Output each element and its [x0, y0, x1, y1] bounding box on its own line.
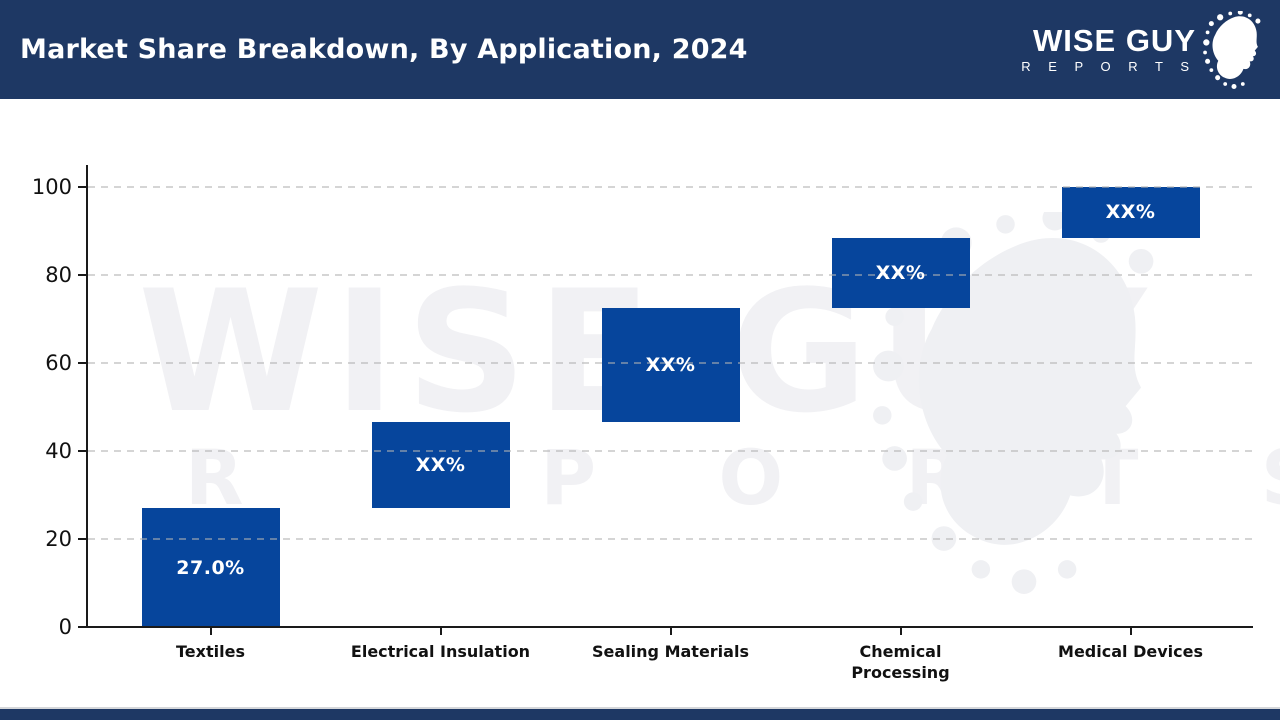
gridline	[88, 274, 1253, 276]
y-tick-mark	[78, 450, 87, 452]
y-tick-label: 40	[45, 439, 72, 463]
bar-value-label: XX%	[415, 454, 466, 477]
chart-title: Market Share Breakdown, By Application, …	[20, 34, 748, 65]
bar-segment: XX%	[601, 308, 740, 423]
x-tick-mark	[439, 628, 442, 635]
gridline	[88, 450, 1253, 452]
bar-segment: XX%	[371, 422, 510, 509]
y-tick-label: 100	[31, 175, 72, 199]
bar-segment: XX%	[831, 237, 970, 308]
wiseguy-head-logo-icon	[1202, 11, 1266, 89]
x-tick-mark	[1129, 628, 1132, 635]
bar-value-label: XX%	[1105, 201, 1156, 224]
y-tick-mark	[78, 538, 87, 540]
x-tick-mark	[669, 628, 672, 635]
y-tick-mark	[78, 626, 87, 628]
y-tick-mark	[78, 186, 87, 188]
y-tick-label: 80	[45, 263, 72, 287]
category-label: Medical Devices	[1058, 642, 1203, 661]
category-label: Electrical Insulation	[350, 642, 531, 661]
brand-subname: R E P O R T S	[1021, 59, 1196, 74]
x-axis-line	[86, 626, 1253, 628]
x-tick-mark	[209, 628, 212, 635]
gridline	[88, 538, 1253, 540]
x-tick-mark	[899, 628, 902, 635]
category-label: Sealing Materials	[592, 642, 749, 661]
y-tick-label: 60	[45, 351, 72, 375]
y-tick-mark	[78, 362, 87, 364]
plot-region: 0 20 40 60 80 100 27.0% Textiles XX% Electrical I…	[0, 99, 1280, 709]
y-tick-label: 0	[58, 615, 72, 639]
y-tick-mark	[78, 274, 87, 276]
brand-name: WISE GUY	[1032, 23, 1196, 58]
brand-logo: WISE GUY R E P O R T S	[1021, 11, 1266, 89]
y-tick-label: 20	[45, 527, 72, 551]
gridline	[88, 186, 1253, 188]
category-label: Textiles	[176, 642, 245, 661]
y-axis-line	[86, 165, 88, 627]
bar-value-label: XX%	[875, 261, 926, 284]
bar-value-label: XX%	[645, 354, 696, 377]
bar-segment: 27.0%	[141, 508, 280, 627]
gridline	[88, 362, 1253, 364]
header-bar: Market Share Breakdown, By Application, …	[0, 0, 1280, 99]
brand-text: WISE GUY R E P O R T S	[1021, 23, 1196, 75]
bar-value-label: 27.0%	[176, 556, 245, 579]
bar-segment: XX%	[1061, 187, 1200, 238]
footer-bar	[0, 707, 1280, 720]
category-label: Chemical Processing	[851, 642, 950, 682]
